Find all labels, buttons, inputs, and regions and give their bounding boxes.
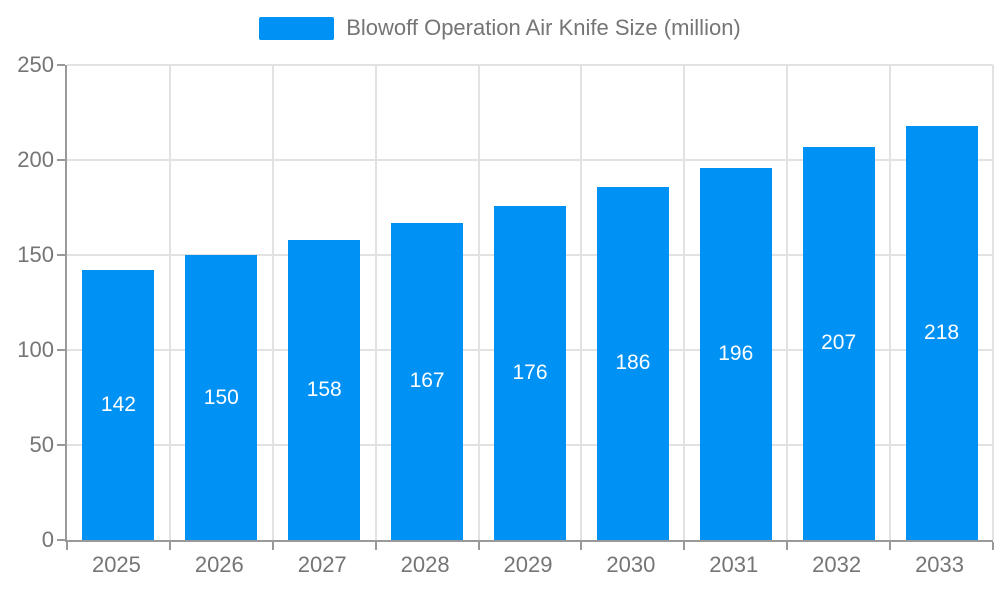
x-axis-tick (889, 542, 892, 550)
bar: 142 (82, 270, 155, 540)
x-axis-tick (992, 542, 994, 550)
x-axis-tick (786, 542, 789, 550)
y-axis-tick (57, 349, 65, 351)
x-tick-label: 2026 (194, 552, 244, 577)
bar-value-label: 150 (203, 385, 239, 409)
x-tick-label: 2030 (606, 552, 656, 577)
v-gridline (477, 65, 480, 540)
bar-value-label: 207 (821, 331, 857, 355)
bar-value-label: 186 (615, 351, 651, 375)
x-axis-labels: 2025 2026 2027 2028 2029 2030 2031 2032 2033 (65, 552, 991, 582)
v-gridline (786, 65, 789, 540)
x-axis-tick (477, 542, 480, 550)
y-axis-tick (57, 444, 65, 446)
legend[interactable]: Blowoff Operation Air Knife Size (millio… (0, 15, 1000, 41)
bar-value-label: 142 (100, 393, 136, 417)
bar-value-label: 218 (924, 320, 960, 344)
x-axis-tick (580, 542, 583, 550)
x-axis-tick (683, 542, 686, 550)
y-axis-tick (57, 159, 65, 161)
v-gridline (580, 65, 583, 540)
bar-value-label: 167 (409, 369, 445, 393)
x-tick-label: 2033 (915, 552, 965, 577)
x-axis-tick (271, 542, 274, 550)
h-gridline (67, 64, 993, 66)
y-tick-label: 250 (17, 52, 54, 77)
v-gridline (992, 65, 994, 540)
v-gridline (683, 65, 686, 540)
y-tick-label: 0 (41, 527, 54, 552)
y-axis-tick (57, 254, 65, 256)
h-gridline (67, 159, 993, 161)
plot-area: 142 150 158 167 176 186 196 207 218 (57, 64, 994, 550)
y-axis-tick (57, 539, 65, 541)
y-axis-tick (57, 64, 65, 66)
y-axis-labels: 0 50 100 150 200 250 (0, 54, 54, 551)
legend-label: Blowoff Operation Air Knife Size (millio… (346, 15, 741, 40)
x-axis-tick (168, 542, 171, 550)
bar: 176 (493, 205, 566, 540)
x-axis-tick (66, 542, 68, 550)
x-tick-label: 2032 (812, 552, 862, 577)
v-gridline (168, 65, 171, 540)
bar: 186 (596, 186, 669, 540)
bar: 150 (185, 255, 258, 540)
y-tick-label: 100 (17, 337, 54, 362)
x-tick-label: 2025 (91, 552, 141, 577)
y-tick-label: 50 (29, 432, 54, 457)
bar: 207 (802, 146, 875, 540)
bar: 218 (905, 125, 978, 540)
bar: 196 (699, 167, 772, 540)
x-tick-label: 2029 (503, 552, 553, 577)
x-tick-label: 2028 (400, 552, 450, 577)
bar-value-label: 176 (512, 360, 548, 384)
x-axis-tick (374, 542, 377, 550)
bar: 167 (391, 222, 464, 540)
v-gridline (889, 65, 892, 540)
v-gridline (374, 65, 377, 540)
x-tick-label: 2031 (709, 552, 759, 577)
bar: 158 (288, 239, 361, 540)
bar-value-label: 196 (718, 341, 754, 365)
legend-swatch (259, 16, 335, 40)
x-tick-label: 2027 (297, 552, 347, 577)
y-tick-label: 200 (17, 147, 54, 172)
y-tick-label: 150 (17, 242, 54, 267)
v-gridline (271, 65, 274, 540)
bar-value-label: 158 (306, 377, 342, 401)
